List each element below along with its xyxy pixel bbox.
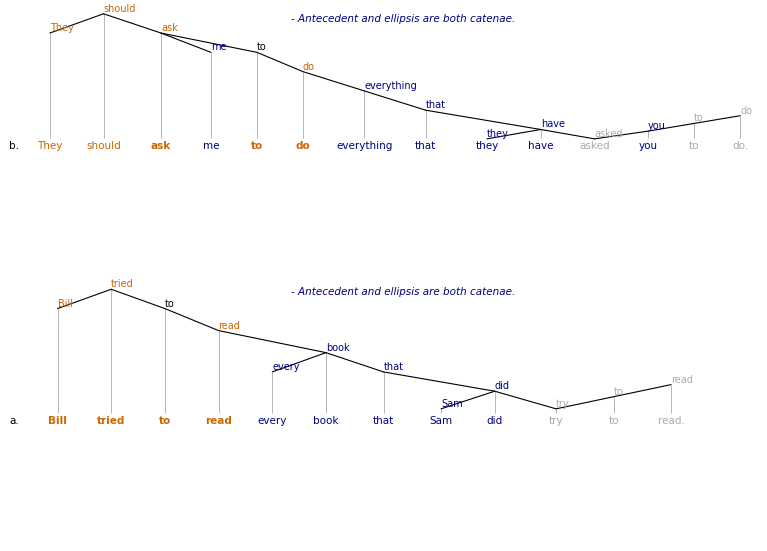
Text: read: read xyxy=(671,375,693,385)
Text: try: try xyxy=(556,399,570,409)
Text: They: They xyxy=(37,141,63,150)
Text: have: have xyxy=(541,120,565,129)
Text: should: should xyxy=(104,4,136,14)
Text: do: do xyxy=(740,106,752,116)
Text: me: me xyxy=(202,141,219,150)
Text: every: every xyxy=(272,362,300,372)
Text: have: have xyxy=(528,141,554,150)
Text: you: you xyxy=(648,121,666,131)
Text: me: me xyxy=(211,42,226,52)
Text: do.: do. xyxy=(732,141,749,150)
Text: to: to xyxy=(614,387,624,397)
Text: every: every xyxy=(258,416,287,426)
Text: that: that xyxy=(426,100,446,110)
Text: ask: ask xyxy=(151,141,171,150)
Text: book: book xyxy=(313,416,339,426)
Text: do: do xyxy=(303,62,315,72)
Text: everything: everything xyxy=(336,141,393,150)
Text: did: did xyxy=(495,381,510,391)
Text: to: to xyxy=(694,114,704,123)
Text: to: to xyxy=(608,416,619,426)
Text: to: to xyxy=(257,42,267,52)
Text: everything: everything xyxy=(364,81,417,91)
Text: they: they xyxy=(476,141,499,150)
Text: tried: tried xyxy=(111,279,134,289)
Text: you: you xyxy=(639,141,657,150)
Text: Sam: Sam xyxy=(441,399,463,409)
Text: that: that xyxy=(373,416,394,426)
Text: - Antecedent and ellipsis are both catenae.: - Antecedent and ellipsis are both caten… xyxy=(291,14,515,24)
Text: that: that xyxy=(384,362,403,372)
Text: asked: asked xyxy=(579,141,610,150)
Text: to: to xyxy=(165,299,175,309)
Text: b.: b. xyxy=(9,141,19,150)
Text: Bill: Bill xyxy=(58,299,73,309)
Text: to: to xyxy=(251,141,263,150)
Text: asked: asked xyxy=(594,129,623,139)
Text: a.: a. xyxy=(9,416,19,426)
Text: they: they xyxy=(487,129,509,139)
Text: to: to xyxy=(159,416,171,426)
Text: try: try xyxy=(548,416,564,426)
Text: ask: ask xyxy=(161,23,178,33)
Text: - Antecedent and ellipsis are both catenae.: - Antecedent and ellipsis are both caten… xyxy=(291,287,515,297)
Text: should: should xyxy=(86,141,121,150)
Text: did: did xyxy=(486,416,503,426)
Text: read: read xyxy=(205,416,232,426)
Text: book: book xyxy=(326,343,350,353)
Text: tried: tried xyxy=(97,416,125,426)
Text: that: that xyxy=(415,141,436,150)
Text: do: do xyxy=(295,141,311,150)
Text: Bill: Bill xyxy=(48,416,67,426)
Text: They: They xyxy=(50,23,74,33)
Text: Sam: Sam xyxy=(430,416,453,426)
Text: read: read xyxy=(219,321,241,331)
Text: to: to xyxy=(689,141,700,150)
Text: read.: read. xyxy=(657,416,685,426)
